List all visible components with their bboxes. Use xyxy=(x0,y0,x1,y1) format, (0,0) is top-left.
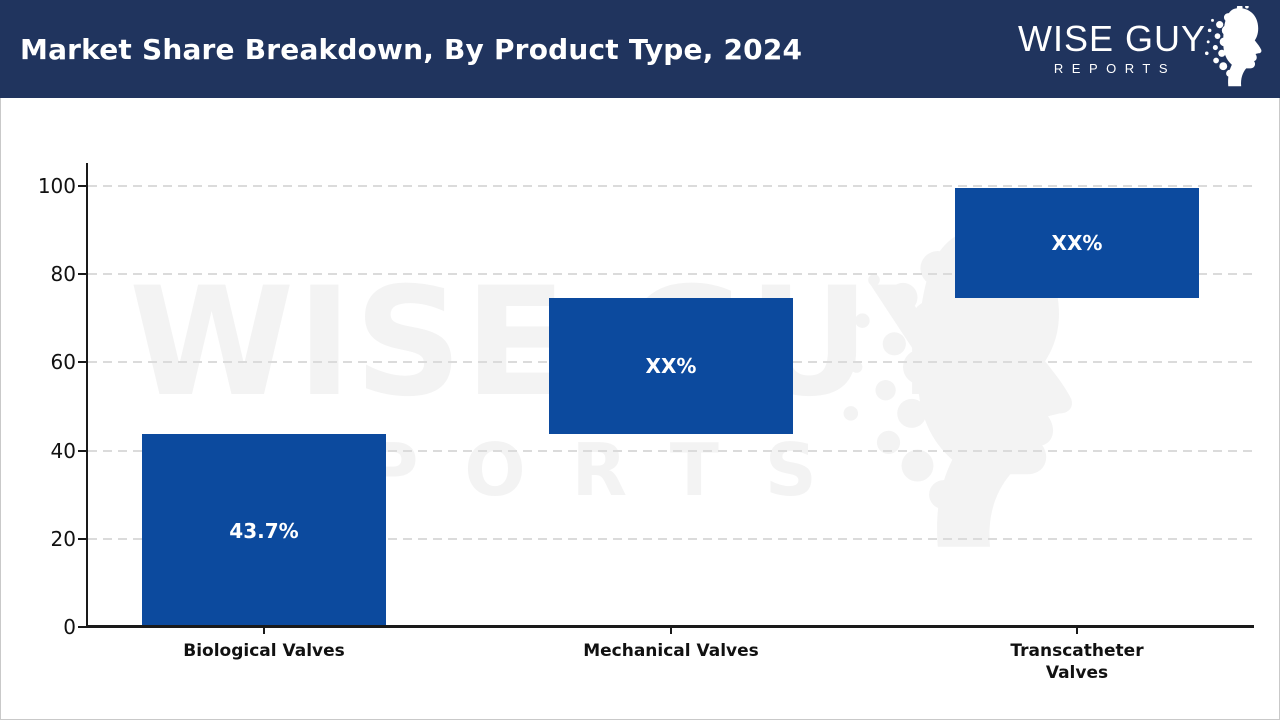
chart-title: Market Share Breakdown, By Product Type,… xyxy=(20,32,803,66)
y-tick-mark-40 xyxy=(78,449,86,452)
x-tick-mark-3 xyxy=(1076,628,1078,634)
y-tick-mark-100 xyxy=(78,185,86,187)
gridline-100 xyxy=(88,185,1253,187)
bar-1: 43.7% xyxy=(142,434,386,627)
bar-value-label: XX% xyxy=(1051,230,1103,255)
gridline-40 xyxy=(88,449,1253,452)
dotted-face-logo-icon xyxy=(1204,6,1262,87)
x-axis-spine xyxy=(86,625,1254,628)
logo-wordmark: WISE GUY xyxy=(1017,18,1206,59)
x-tick-label-3: Transcatheter Valves xyxy=(1010,641,1144,683)
bar-2: XX% xyxy=(549,297,793,435)
y-tick-label-40: 40 xyxy=(50,438,76,463)
y-tick-mark-60 xyxy=(78,361,86,364)
plot-area: 43.7% XX% XX% xyxy=(88,185,1253,627)
bar-value-label: 43.7% xyxy=(229,518,299,543)
y-tick-label-20: 20 xyxy=(50,526,76,551)
y-tick-mark-0 xyxy=(78,626,86,628)
x-tick-mark-2 xyxy=(670,628,672,634)
wise-guy-reports-logo: WISE GUY REPORTS xyxy=(1018,6,1280,92)
header-bar: Market Share Breakdown, By Product Type,… xyxy=(0,0,1280,98)
logo-text: WISE GUY REPORTS xyxy=(1018,20,1206,78)
bar-3: XX% xyxy=(955,188,1199,298)
x-tick-mark-1 xyxy=(263,628,265,634)
y-axis-spine xyxy=(86,163,88,627)
bar-value-label: XX% xyxy=(645,353,697,378)
x-tick-label-2: Mechanical Valves xyxy=(583,641,759,661)
y-tick-mark-80 xyxy=(78,273,86,276)
y-tick-label-80: 80 xyxy=(50,262,76,287)
gridline-20 xyxy=(88,537,1253,540)
y-tick-label-0: 0 xyxy=(63,615,76,639)
y-tick-mark-20 xyxy=(78,537,86,540)
logo-subtitle: REPORTS xyxy=(1053,61,1177,76)
gridline-80 xyxy=(88,273,1253,276)
y-tick-label-100: 100 xyxy=(37,174,76,198)
x-tick-label-1: Biological Valves xyxy=(183,641,345,661)
y-tick-label-60: 60 xyxy=(50,350,76,375)
